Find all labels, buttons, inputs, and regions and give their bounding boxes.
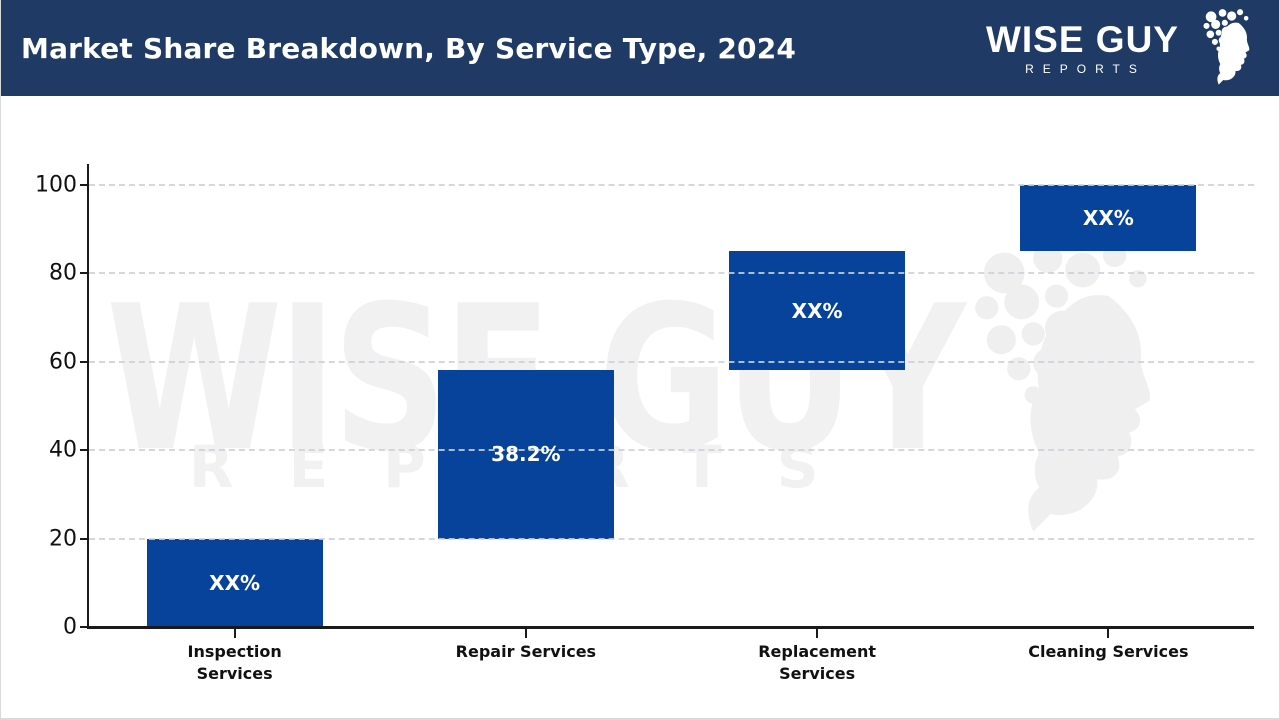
y-tick-80 [80, 272, 89, 275]
gridline-20 [89, 537, 1254, 540]
header-bar: Market Share Breakdown, By Service Type,… [1, 0, 1279, 96]
y-tick-label-100: 100 [35, 172, 77, 198]
bar-cleaning-services [1020, 185, 1197, 252]
bar-repair-services [437, 369, 614, 539]
bar-inspection-services [146, 538, 323, 627]
y-tick-20 [80, 537, 89, 540]
y-tick-label-40: 40 [49, 437, 77, 463]
y-tick-label-0: 0 [63, 614, 77, 640]
y-tick-label-60: 60 [49, 349, 77, 375]
y-tick-60 [80, 360, 89, 363]
x-tick-1 [524, 629, 527, 638]
x-tick-0 [233, 629, 236, 638]
wise-guy-logo: WISE GUY REPORTS [986, 3, 1253, 93]
y-tick-40 [80, 449, 89, 452]
gridline-40 [89, 449, 1254, 452]
y-tick-100 [80, 184, 89, 186]
y-tick-label-80: 80 [49, 260, 77, 286]
gridline-100 [89, 184, 1254, 186]
y-tick-0 [80, 626, 89, 628]
y-axis [87, 164, 89, 629]
logo-wordmark: WISE GUY [985, 18, 1179, 60]
logo-head-icon [1203, 9, 1250, 85]
x-axis [87, 626, 1254, 629]
bar-value-label: XX% [1082, 206, 1134, 231]
bar-replacement-services [729, 251, 906, 370]
gridline-80 [89, 272, 1254, 275]
category-label-2: Replacement Services [758, 642, 877, 683]
gridline-60 [89, 360, 1254, 363]
bar-value-label: 38.2% [491, 442, 561, 467]
bar-value-label: XX% [791, 298, 843, 323]
x-tick-2 [816, 629, 819, 638]
x-tick-3 [1107, 629, 1110, 638]
category-label-1: Repair Services [455, 642, 597, 661]
bar-value-label: XX% [209, 570, 261, 595]
category-label-0: Inspection Services [187, 642, 282, 683]
logo-subtext: REPORTS [1025, 61, 1146, 76]
category-label-3: Cleaning Services [1028, 642, 1189, 661]
logo-text: WISE GUY REPORTS [986, 21, 1179, 76]
page-title: Market Share Breakdown, By Service Type,… [21, 31, 797, 65]
y-tick-label-20: 20 [49, 526, 77, 552]
